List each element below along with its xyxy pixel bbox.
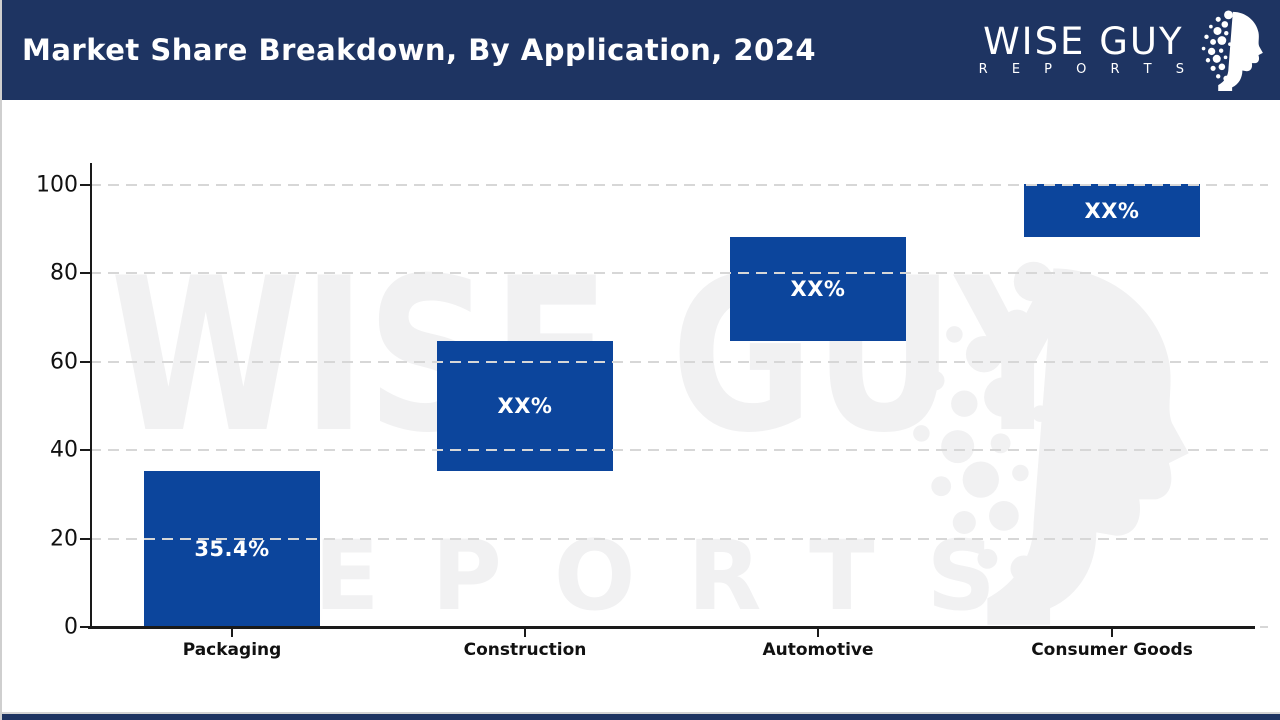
bar-value-label: 35.4% — [194, 536, 270, 561]
gridline-80 — [90, 272, 1268, 275]
y-tick-label-60: 60 — [50, 349, 78, 375]
gridline-100 — [90, 184, 1268, 186]
logo-subtitle: R E P O R T S — [978, 62, 1194, 77]
bar-consumer-goods: XX% — [1024, 184, 1200, 238]
y-tick-label-100: 100 — [36, 172, 78, 198]
y-tick-label-80: 80 — [50, 260, 78, 286]
y-tick-label-0: 0 — [64, 614, 78, 640]
y-tick-label-40: 40 — [50, 437, 78, 463]
waterfall-chart: 0 20 40 60 80 100 35.4% Packaging XX% Constructio… — [2, 100, 1280, 720]
canvas-bottom-border — [2, 712, 1280, 714]
y-tick-mark-80 — [80, 272, 90, 275]
x-category-label-0: Packaging — [182, 640, 282, 660]
wise-guy-logo: WISE GUY R E P O R T S — [973, 8, 1264, 92]
x-tick-mark-2 — [817, 628, 819, 637]
bar-packaging: 35.4% — [144, 470, 320, 627]
bar-value-label: XX% — [790, 276, 846, 301]
header-bar: Market Share Breakdown, By Application, … — [2, 0, 1280, 100]
y-tick-mark-0 — [80, 626, 90, 628]
x-category-label-3: Consumer Goods — [1031, 640, 1193, 660]
logo-text: WISE GUY R E P O R T S — [973, 23, 1194, 77]
x-category-label-2: Automotive — [762, 640, 874, 660]
footer-bar — [2, 714, 1280, 720]
bar-value-label: XX% — [1084, 198, 1140, 223]
page-title: Market Share Breakdown, By Application, … — [22, 33, 817, 67]
logo-wordmark: WISE GUY — [983, 20, 1184, 63]
gridline-20 — [90, 537, 1268, 540]
x-axis-line — [88, 626, 1255, 629]
x-tick-mark-1 — [524, 628, 526, 637]
y-tick-mark-60 — [80, 360, 90, 363]
y-tick-label-20: 20 — [50, 526, 78, 552]
x-category-label-1: Construction — [463, 640, 587, 660]
y-tick-mark-40 — [80, 449, 90, 452]
logo-head-icon — [1201, 10, 1263, 91]
chart-canvas: WISE GUY REPORTS 0 20 40 60 80 — [2, 100, 1280, 720]
bar-automotive: XX% — [730, 237, 906, 341]
x-tick-mark-0 — [231, 628, 233, 637]
y-tick-mark-20 — [80, 537, 90, 540]
bar-value-label: XX% — [497, 393, 553, 418]
y-tick-mark-100 — [80, 184, 90, 186]
y-axis-line — [90, 163, 92, 629]
gridline-60 — [90, 360, 1268, 363]
gridline-40 — [90, 449, 1268, 452]
x-tick-mark-3 — [1111, 628, 1113, 637]
